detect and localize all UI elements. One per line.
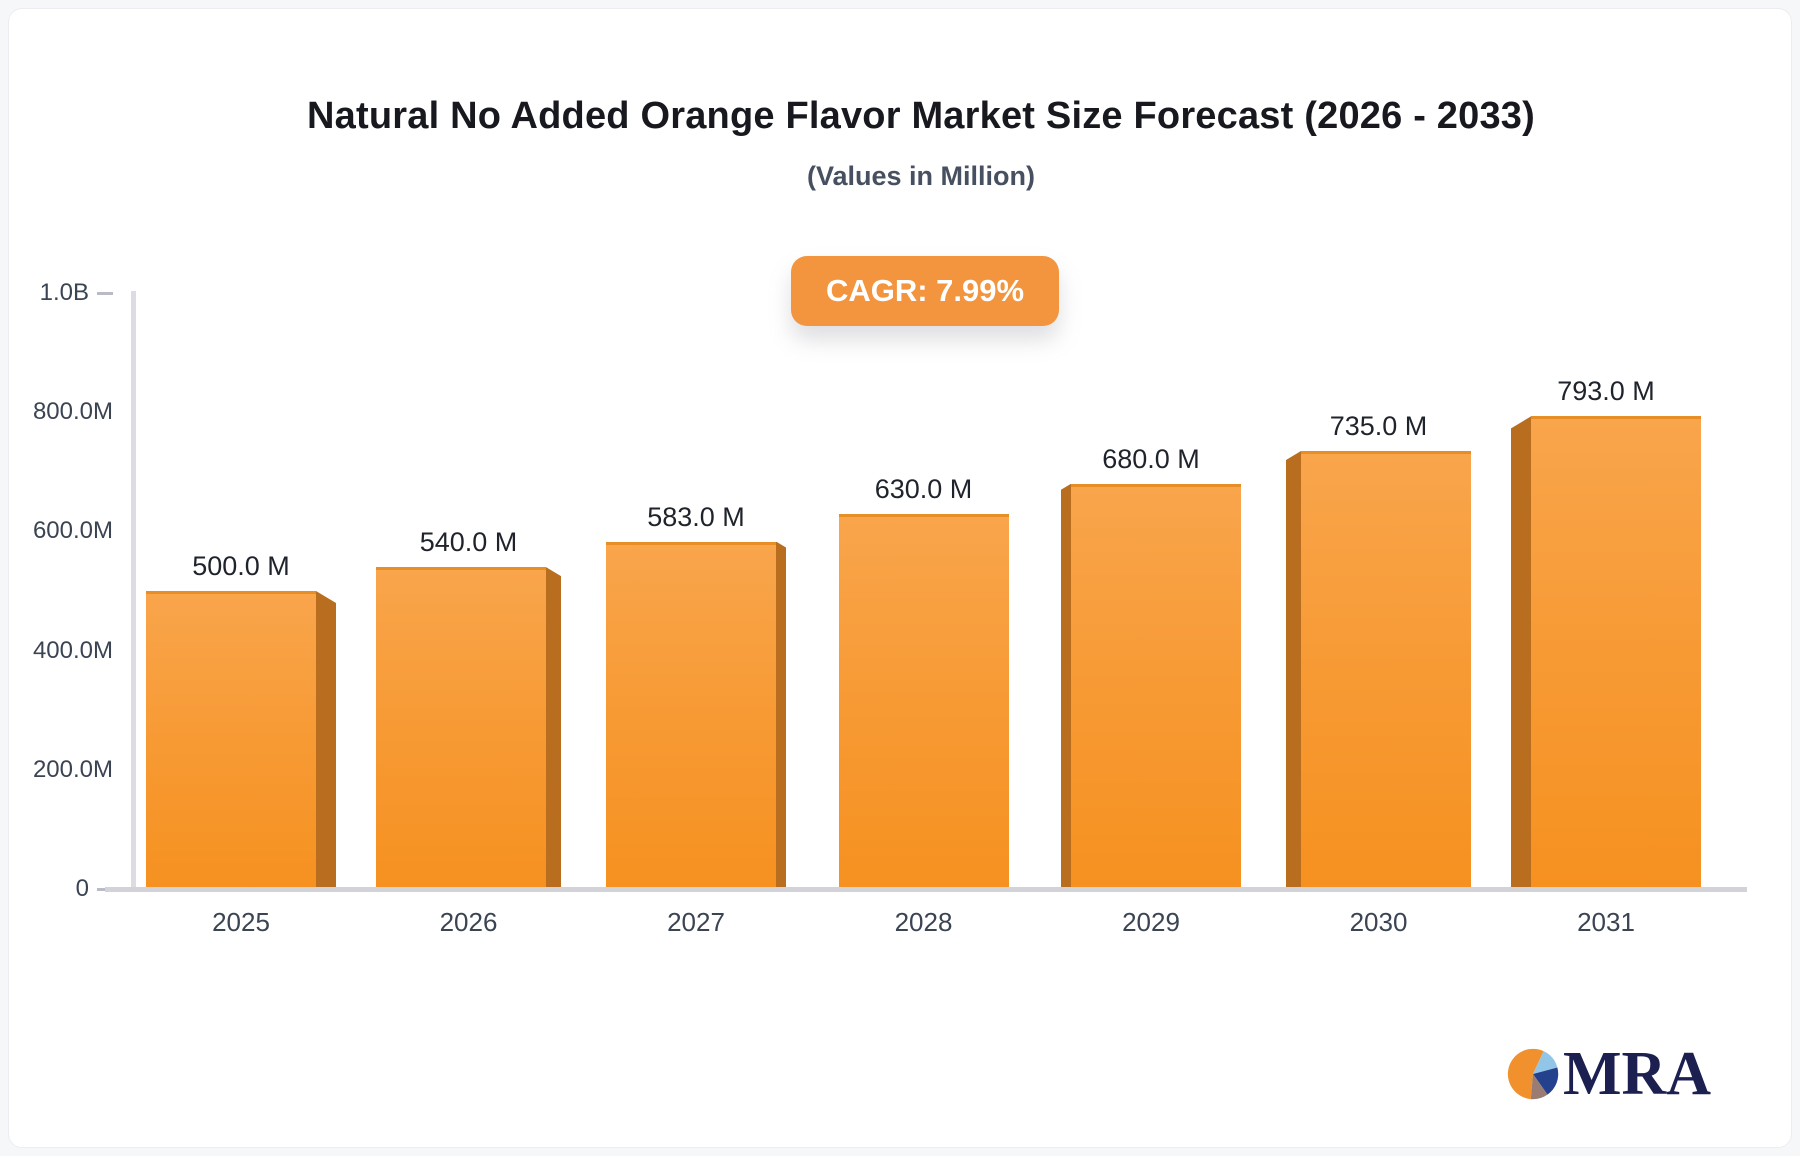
bar — [1531, 416, 1701, 889]
y-axis-tick — [97, 291, 113, 295]
x-axis-label: 2029 — [1122, 907, 1180, 937]
y-axis-line — [131, 291, 136, 891]
y-axis-row: 1.0B — [9, 278, 113, 308]
chart-title: Natural No Added Orange Flavor Market Si… — [307, 95, 1535, 137]
y-axis-label: 1.0B — [39, 279, 89, 306]
bar-value-label: 793.0 M — [1557, 376, 1655, 407]
x-axis-label: 2026 — [439, 907, 498, 937]
chart-card: Natural No Added Orange Flavor Market Si… — [8, 8, 1792, 1148]
bar-side — [776, 541, 786, 889]
y-axis-label: 400.0M — [32, 636, 113, 664]
x-axis-label: 2027 — [667, 907, 725, 937]
bar-value-label: 630.0 M — [874, 473, 973, 504]
bar — [146, 591, 316, 889]
x-axis-label: 2030 — [1349, 907, 1408, 937]
x-axis-label: 2031 — [1577, 907, 1635, 937]
chart-subtitle: (Values in Million) — [806, 161, 1036, 191]
x-axis-label: 2025 — [212, 907, 270, 937]
bar-side — [1061, 483, 1071, 889]
bar-side — [546, 567, 561, 889]
x-axis-line — [105, 887, 1747, 892]
y-axis-row: 200.0M — [9, 755, 113, 785]
bar-value-label: 680.0 M — [1102, 443, 1200, 474]
bar-value-label: 735.0 M — [1329, 410, 1428, 441]
y-axis-label: 600.0M — [32, 517, 113, 545]
y-axis-row: 600.0M — [9, 516, 113, 546]
chart-canvas: Natural No Added Orange Flavor Market Si… — [9, 9, 1791, 1147]
y-axis-row: 800.0M — [9, 397, 113, 427]
bar — [1071, 483, 1241, 889]
bar-value-label: 500.0 M — [192, 551, 290, 581]
cagr-badge: CAGR: 7.99% — [791, 256, 1059, 326]
bar-side — [316, 591, 336, 889]
y-axis-row: 400.0M — [9, 636, 113, 666]
bar — [606, 541, 776, 889]
bar-value-label: 583.0 M — [647, 501, 745, 532]
x-axis-label: 2028 — [894, 907, 953, 937]
logo: MRA — [1505, 1039, 1791, 1109]
y-axis-row: 0 — [9, 874, 113, 904]
bar — [838, 513, 1009, 889]
bar — [376, 567, 546, 889]
bar-side — [1511, 416, 1531, 889]
pie-chart-logo-icon — [1507, 1048, 1559, 1100]
y-axis-label: 0 — [75, 875, 89, 902]
bar-side — [1286, 450, 1301, 889]
plot-area: 1.0B 800.0M 600.0M 400.0M 200.0M 0 500.0 M 2025… — [9, 9, 1791, 1147]
logo-text: MRA — [1563, 1040, 1712, 1108]
bar — [1301, 450, 1471, 889]
y-axis-label: 800.0M — [32, 398, 113, 426]
y-axis-label: 200.0M — [32, 755, 113, 783]
bar-value-label: 540.0 M — [419, 527, 518, 558]
